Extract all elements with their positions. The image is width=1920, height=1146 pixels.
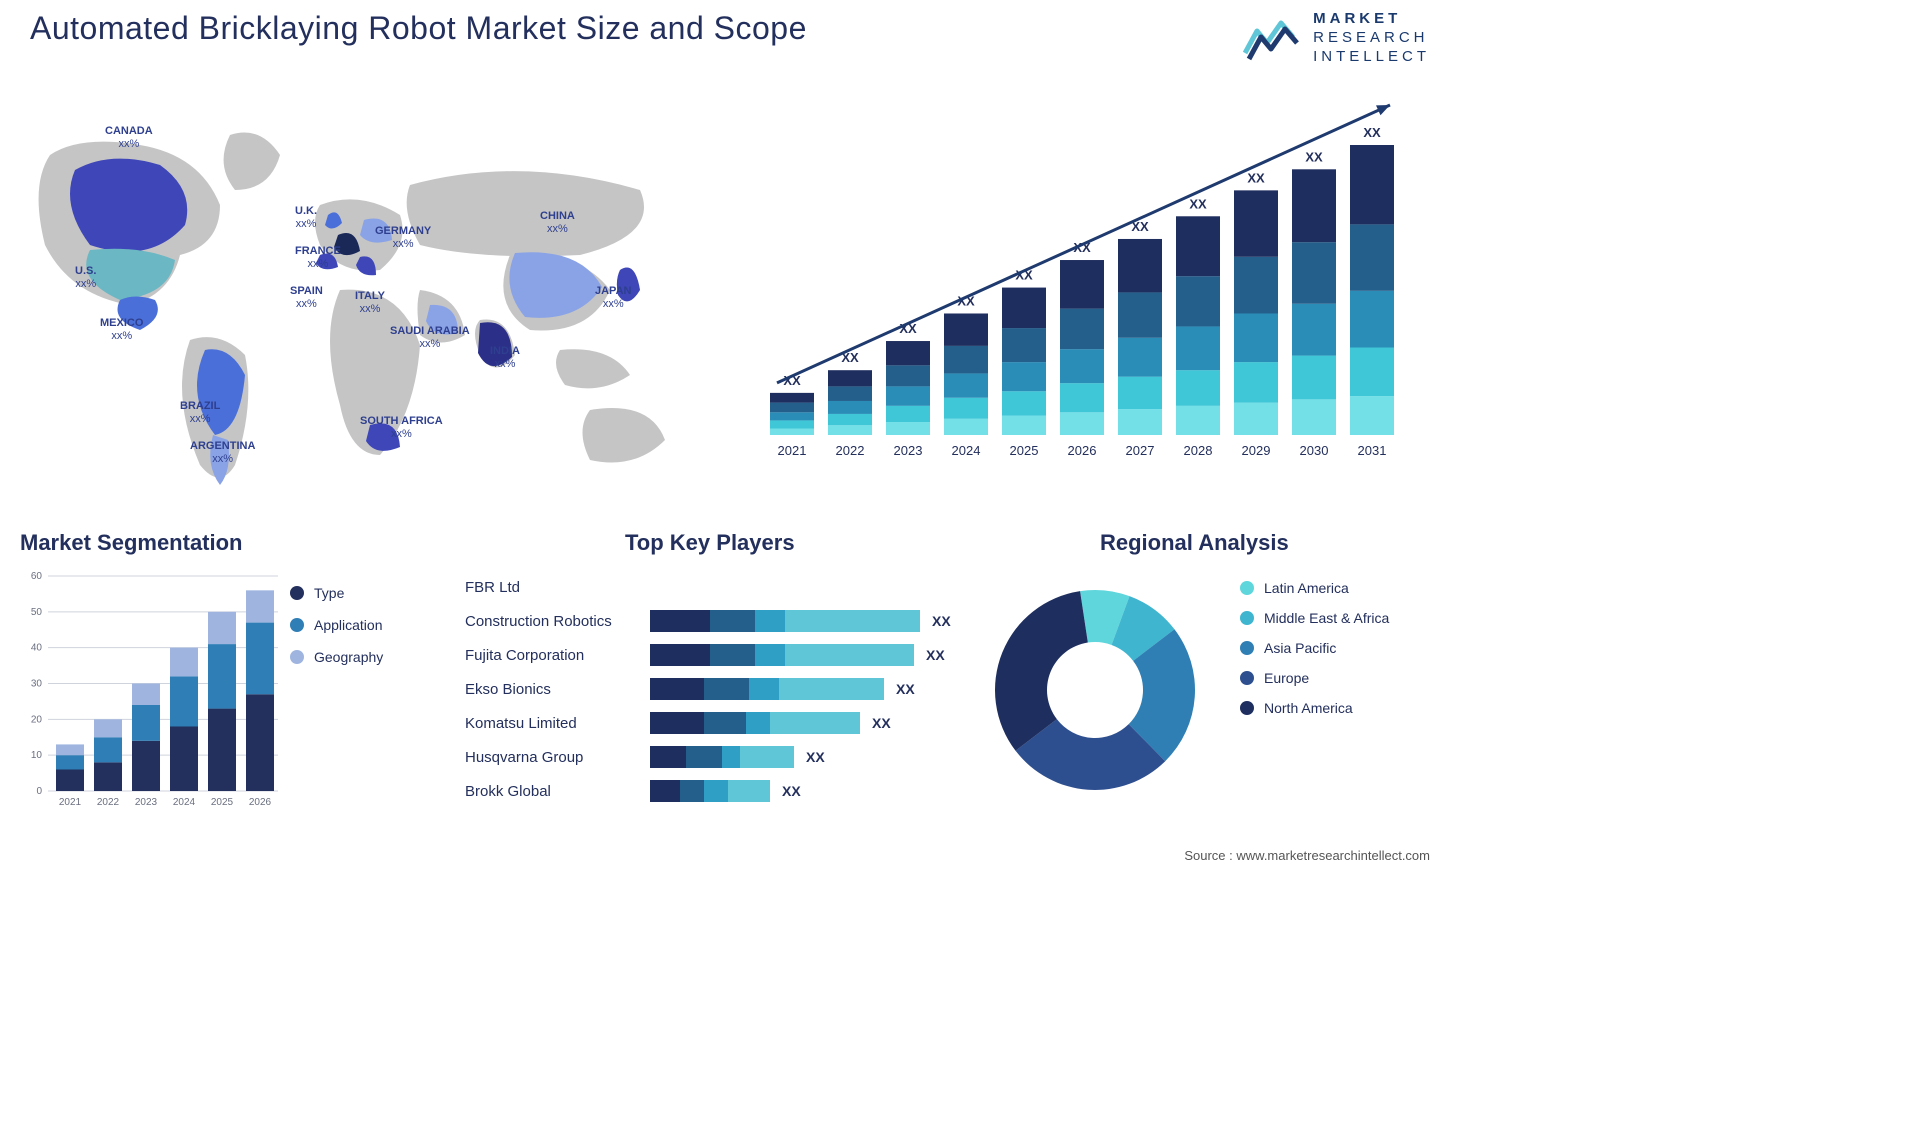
player-name: Fujita Corporation: [465, 647, 650, 664]
map-label: JAPANxx%: [595, 285, 631, 311]
map-label: U.K.xx%: [295, 205, 317, 231]
logo-icon: [1243, 13, 1303, 63]
logo-text-3: INTELLECT: [1313, 48, 1430, 67]
segmentation-legend-item: Application: [290, 617, 383, 633]
regional-analysis: Regional Analysis Latin America Middle Ea…: [980, 530, 1430, 825]
player-bar: [650, 712, 860, 734]
regional-legend-item: Middle East & Africa: [1240, 610, 1389, 626]
svg-text:2024: 2024: [173, 797, 196, 808]
map-label: INDIAxx%: [490, 345, 520, 371]
svg-text:2029: 2029: [1242, 443, 1271, 458]
map-label: CHINAxx%: [540, 210, 575, 236]
player-row: Fujita Corporation XX: [465, 638, 985, 672]
player-bar: [650, 610, 920, 632]
player-name: Ekso Bionics: [465, 681, 650, 698]
segmentation-legend-item: Geography: [290, 649, 383, 665]
player-value: XX: [926, 647, 945, 663]
svg-text:2023: 2023: [894, 443, 923, 458]
svg-text:XX: XX: [1363, 125, 1381, 140]
svg-text:2031: 2031: [1358, 443, 1387, 458]
svg-text:2022: 2022: [97, 797, 120, 808]
player-value: XX: [872, 715, 891, 731]
map-label: MEXICOxx%: [100, 317, 143, 343]
svg-text:10: 10: [31, 750, 43, 761]
svg-text:XX: XX: [1189, 196, 1207, 211]
regional-legend-item: Asia Pacific: [1240, 640, 1389, 656]
map-label: U.S.xx%: [75, 265, 96, 291]
logo-text-2: RESEARCH: [1313, 29, 1430, 48]
svg-text:2024: 2024: [952, 443, 981, 458]
regional-legend-item: North America: [1240, 700, 1389, 716]
regional-title: Regional Analysis: [1100, 530, 1289, 556]
map-label: SPAINxx%: [290, 285, 323, 311]
map-label: ARGENTINAxx%: [190, 440, 255, 466]
brand-logo: MARKET RESEARCH INTELLECT: [1243, 10, 1430, 66]
map-label: ITALYxx%: [355, 290, 385, 316]
segmentation-legend: Type Application Geography: [290, 585, 383, 681]
player-row: Brokk Global XX: [465, 774, 985, 808]
source-text: Source : www.marketresearchintellect.com: [1184, 848, 1430, 863]
player-name: Construction Robotics: [465, 613, 650, 630]
map-label: CANADAxx%: [105, 125, 153, 151]
svg-text:XX: XX: [1247, 170, 1265, 185]
svg-text:2021: 2021: [778, 443, 807, 458]
regional-legend: Latin America Middle East & Africa Asia Pa…: [1240, 580, 1389, 730]
svg-text:2025: 2025: [1010, 443, 1039, 458]
player-row: Construction Robotics XX: [465, 604, 985, 638]
key-players: Top Key Players FBR Ltd Construction Robo…: [465, 530, 985, 825]
svg-text:2026: 2026: [1068, 443, 1097, 458]
svg-text:2028: 2028: [1184, 443, 1213, 458]
player-row: Husqvarna Group XX: [465, 740, 985, 774]
svg-text:2022: 2022: [836, 443, 865, 458]
svg-text:2023: 2023: [135, 797, 158, 808]
regional-legend-item: Europe: [1240, 670, 1389, 686]
player-row: Komatsu Limited XX: [465, 706, 985, 740]
svg-text:2030: 2030: [1300, 443, 1329, 458]
segmentation-title: Market Segmentation: [20, 530, 243, 556]
regional-legend-item: Latin America: [1240, 580, 1389, 596]
svg-text:2026: 2026: [249, 797, 272, 808]
player-name: Husqvarna Group: [465, 749, 650, 766]
svg-text:50: 50: [31, 607, 43, 618]
player-value: XX: [932, 613, 951, 629]
player-bar: [650, 678, 884, 700]
map-label: SOUTH AFRICAxx%: [360, 415, 443, 441]
logo-text-1: MARKET: [1313, 10, 1430, 29]
svg-text:2027: 2027: [1126, 443, 1155, 458]
world-map: CANADAxx% U.S.xx% MEXICOxx% BRAZILxx% ARGENT…: [20, 95, 700, 495]
map-label: GERMANYxx%: [375, 225, 431, 251]
map-label: FRANCExx%: [295, 245, 341, 271]
player-name: FBR Ltd: [465, 579, 650, 596]
map-label: SAUDI ARABIAxx%: [390, 325, 470, 351]
player-name: Komatsu Limited: [465, 715, 650, 732]
player-value: XX: [896, 681, 915, 697]
player-name: Brokk Global: [465, 783, 650, 800]
player-bar: [650, 644, 914, 666]
growth-chart: XX2021XX2022XX2023XX2024XX2025XX2026XX20…: [750, 95, 1430, 475]
svg-text:2021: 2021: [59, 797, 82, 808]
segmentation-chart: Market Segmentation 0 10 20 30 40 50 60 2021 202…: [20, 530, 450, 825]
player-bar: [650, 780, 770, 802]
svg-text:0: 0: [36, 786, 42, 797]
svg-text:20: 20: [31, 714, 43, 725]
segmentation-legend-item: Type: [290, 585, 383, 601]
player-value: XX: [782, 783, 801, 799]
svg-text:60: 60: [31, 571, 43, 582]
players-title: Top Key Players: [625, 530, 795, 556]
player-bar: [650, 746, 794, 768]
page-title: Automated Bricklaying Robot Market Size …: [30, 10, 807, 47]
map-label: BRAZILxx%: [180, 400, 220, 426]
player-value: XX: [806, 749, 825, 765]
svg-text:30: 30: [31, 679, 43, 690]
svg-text:XX: XX: [1305, 149, 1323, 164]
player-row: FBR Ltd: [465, 570, 985, 604]
svg-text:40: 40: [31, 643, 43, 654]
player-row: Ekso Bionics XX: [465, 672, 985, 706]
svg-text:2025: 2025: [211, 797, 234, 808]
